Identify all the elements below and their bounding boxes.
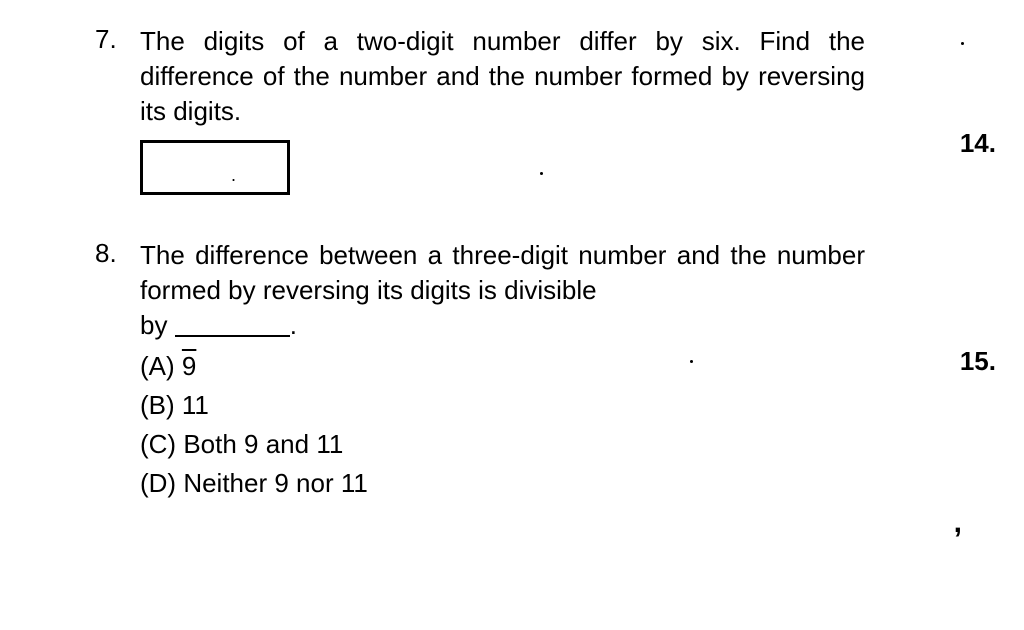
speck-2 xyxy=(690,360,693,363)
by-period: . xyxy=(290,310,297,340)
question-7: 7. The digits of a two-digit number diff… xyxy=(95,24,865,129)
by-text: by xyxy=(140,310,175,340)
option-a: (A) 9 xyxy=(140,347,865,386)
answer-box xyxy=(140,140,290,195)
question-7-number: 7. xyxy=(95,24,117,55)
option-d: (D) Neither 9 nor 11 xyxy=(140,464,865,503)
question-8-text: The difference between a three-digit num… xyxy=(140,238,865,308)
speck-3 xyxy=(961,42,964,45)
question-7-text: The digits of a two-digit number differ … xyxy=(140,24,865,129)
question-8-byline: by . xyxy=(140,310,865,341)
question-8-options: (A) 9 (B) 11 (C) Both 9 and 11 (D) Neith… xyxy=(140,347,865,503)
option-c: (C) Both 9 and 11 xyxy=(140,425,865,464)
question-15-label: 15. xyxy=(960,346,996,377)
stray-mark: , xyxy=(954,506,962,540)
question-14-label: 14. xyxy=(960,128,996,159)
option-b: (B) 11 xyxy=(140,386,865,425)
question-8: 8. The difference between a three-digit … xyxy=(95,238,865,503)
question-8-number: 8. xyxy=(95,238,117,269)
fill-blank xyxy=(175,335,290,337)
speck-1 xyxy=(540,172,543,175)
